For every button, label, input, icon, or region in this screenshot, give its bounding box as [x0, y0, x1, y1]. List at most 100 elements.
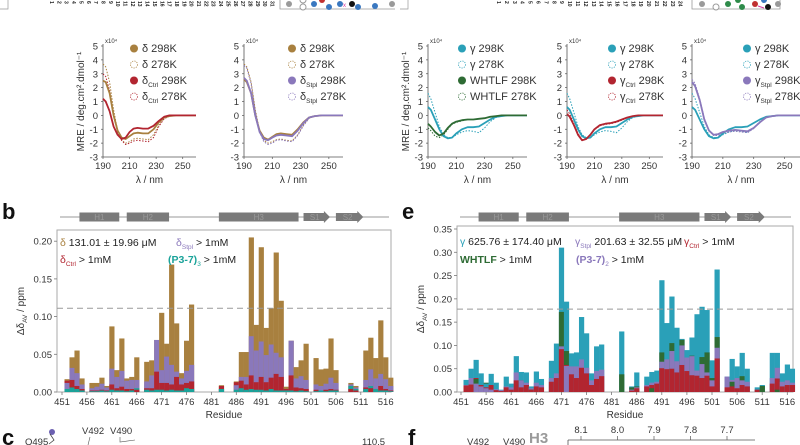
y-tick-label: 4 — [682, 55, 687, 66]
sequence-number: 23 — [210, 1, 216, 7]
bar-segment — [174, 390, 180, 392]
y-tick-label: 0 — [93, 111, 98, 122]
legend-label: γCtrl 278K — [620, 91, 665, 105]
x-tick-label: 210 — [264, 161, 280, 172]
legend-marker — [130, 44, 138, 53]
sequence-number: 29 — [254, 1, 260, 7]
x-tick-label: 476 — [579, 397, 595, 408]
bar-segment — [548, 381, 555, 392]
bar-segment — [744, 386, 750, 392]
legend-symbol: δ — [300, 75, 306, 87]
leader-line-v490 — [119, 437, 136, 443]
bar-segment — [784, 385, 791, 392]
bar-segment — [353, 390, 359, 392]
sequence-number: 10 — [114, 1, 120, 7]
strand-arrow — [335, 211, 364, 223]
bar-segment — [248, 237, 254, 392]
legend-label: γStpl 298K — [755, 75, 800, 89]
bar-segment — [644, 376, 650, 392]
bar-segment — [473, 383, 479, 392]
bar-segment — [104, 387, 110, 392]
top-strip: 1 2 3 4 5 6 7 8 9 10 11 12 13 14 15 16 17 18 19 20 21 22 23 24 2… — [0, 0, 781, 11]
legend-symbol: δ — [300, 43, 306, 55]
bar-segment — [313, 358, 319, 392]
sequence-number: 7 — [542, 1, 548, 4]
bar-segment — [383, 379, 389, 392]
bar-segment — [363, 350, 369, 392]
kd-annotation: δCtrl > 1mM — [60, 254, 111, 268]
x-tick-label: 486 — [228, 397, 244, 408]
exponent-label: x10⁴ — [105, 38, 118, 45]
bar-segment — [253, 350, 259, 392]
sequence-number: 18 — [629, 1, 635, 7]
legend-temp: 298K — [761, 43, 790, 55]
legend-marker — [458, 44, 466, 53]
bar-segment — [114, 376, 120, 392]
bar-segment — [368, 337, 374, 392]
x-tick-label: 210 — [715, 161, 731, 172]
legend-symbol: δ — [142, 59, 148, 71]
bar-segment — [313, 384, 319, 392]
bar-segment — [383, 390, 389, 392]
bar-segment — [89, 382, 95, 392]
sequence-number: 13 — [136, 1, 142, 7]
y-tick-label: 0.05 — [34, 350, 53, 361]
bar-segment — [373, 358, 379, 392]
y-tick-label: -2 — [679, 139, 687, 150]
bar-segment — [664, 369, 670, 392]
legend-marker — [608, 76, 616, 85]
bar-segment — [468, 384, 474, 392]
bar-segment — [169, 384, 175, 392]
legend-temp: 298K — [772, 75, 800, 87]
legend-label: γ 298K — [620, 43, 655, 55]
bar-segment — [488, 385, 494, 392]
y-tick-label: 0.10 — [34, 312, 53, 323]
legend-symbol: γ — [620, 43, 626, 55]
y-tick-label: 0.20 — [434, 294, 453, 305]
sequence-number: 17 — [621, 1, 627, 7]
bar-segment — [169, 389, 175, 392]
helix-bar — [218, 212, 299, 222]
y-axis-label: ΔδAV / ppm — [416, 285, 429, 333]
bar-segment — [179, 390, 185, 392]
legend-label: δ 278K — [142, 59, 178, 71]
y-tick-label: -3 — [415, 153, 423, 164]
sequence-number: 19 — [180, 1, 186, 7]
bar-segment — [188, 381, 195, 392]
legend-symbol: δ — [142, 91, 148, 103]
x-tick-label: 250 — [505, 161, 521, 172]
kd-annotation: δ 131.01 ± 19.96 μM — [60, 237, 156, 249]
legend-temp: 298K — [636, 75, 665, 87]
bar-segment — [664, 323, 670, 392]
bar-segment — [179, 384, 185, 392]
bar-segment — [538, 387, 545, 392]
legend-subscript: Stpl — [761, 98, 773, 105]
annotation-text: > 1mM — [699, 236, 734, 248]
helix-bar — [619, 212, 700, 222]
bar-segment — [263, 390, 269, 392]
legend-temp: 298K — [626, 43, 655, 55]
bar-segment — [318, 390, 324, 392]
strand-arrow — [737, 211, 765, 223]
x-tick-label: 501 — [303, 397, 319, 408]
legend-marker — [130, 92, 138, 101]
bar-segment — [288, 390, 294, 392]
annotation-text: 131.01 ± 19.96 μM — [66, 237, 157, 249]
ppm-label-110-5: 110.5 — [362, 437, 385, 445]
sequence-number: 21 — [195, 1, 201, 7]
legend-temp: 278K — [158, 91, 187, 103]
ss-label: H3 — [254, 213, 265, 222]
bar-segment — [99, 390, 105, 392]
ppm-tick-label: 8.0 — [611, 425, 624, 436]
y-tick-label: 4 — [557, 55, 562, 66]
bar-segment — [64, 388, 70, 392]
legend-symbol: γ — [620, 59, 626, 71]
y-tick-label: -1 — [554, 125, 562, 136]
legend-temp: 278K — [761, 59, 790, 71]
legend-temp: 278K — [306, 59, 335, 71]
bar-segment — [568, 374, 575, 392]
bar-segment — [769, 383, 775, 392]
legend-label: δ 298K — [142, 43, 178, 55]
